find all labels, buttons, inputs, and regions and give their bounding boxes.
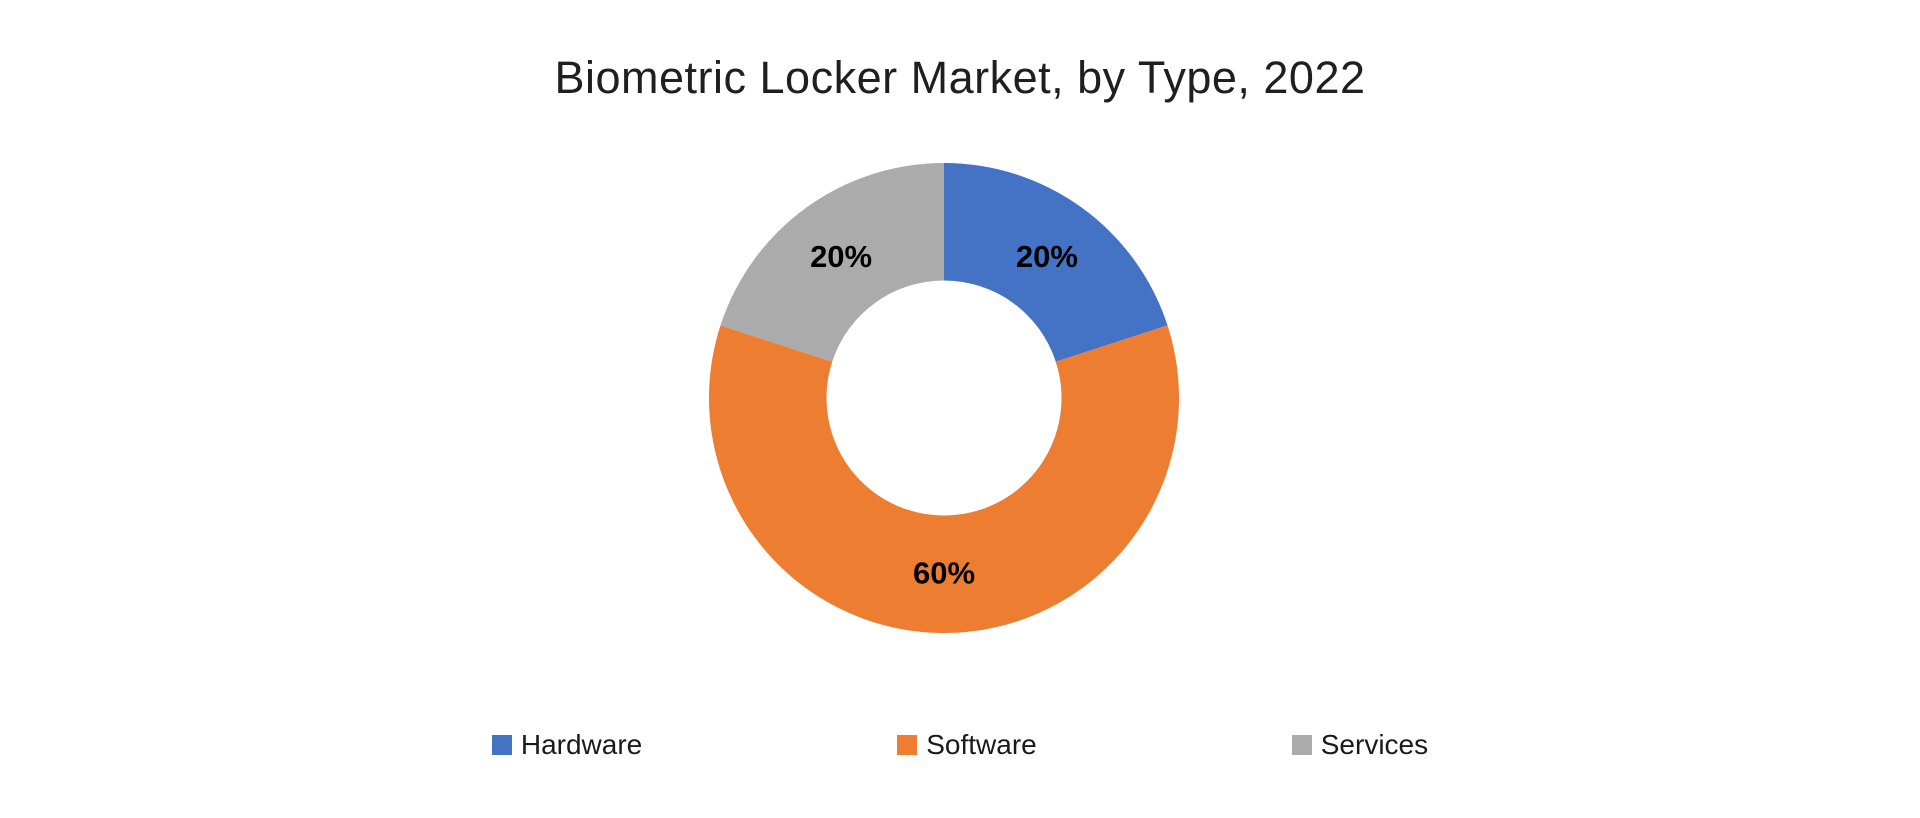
donut-svg: 20% 60% 20% [709,163,1179,634]
legend-marker-software-icon [897,735,918,755]
donut-chart: 20% 60% 20% [708,162,1180,634]
legend-marker-services-icon [1291,735,1312,755]
legend-label-hardware: Hardware [520,729,643,760]
chart-title: Biometric Locker Market, by Type, 2022 [554,52,1366,103]
legend-item-hardware: Hardware [491,729,643,761]
donut-slice-services [720,163,944,362]
legend-label-software: Software [926,729,1037,760]
donut-slice-software [709,325,1179,634]
donut-slice-hardware [944,163,1168,362]
legend-marker-hardware-icon [491,735,512,755]
legend-item-services: Services [1291,729,1429,761]
data-label-hardware: 20% [1016,239,1078,274]
data-label-services: 20% [810,239,872,274]
legend-label-services: Services [1320,729,1429,760]
legend: Hardware Software Services [0,729,1920,761]
legend-item-software: Software [897,729,1037,761]
data-label-software: 60% [913,556,975,591]
